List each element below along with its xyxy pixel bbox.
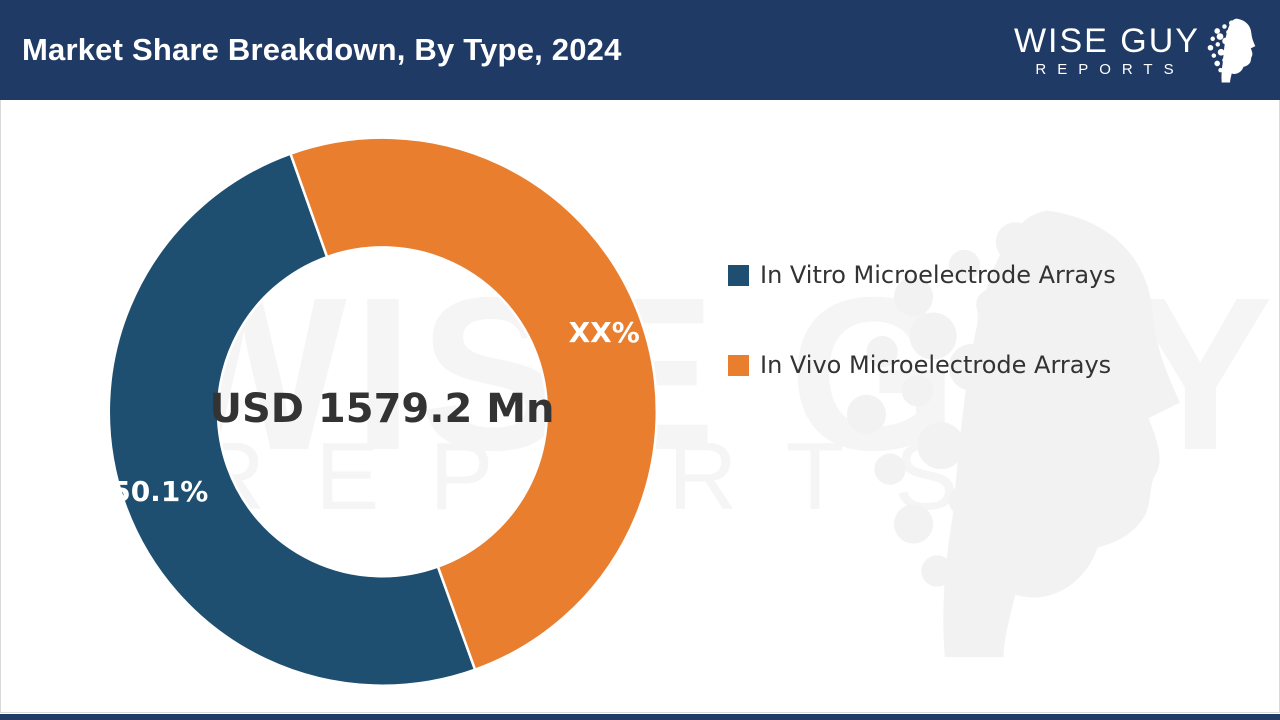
- legend-label-in-vitro: In Vitro Microelectrode Arrays: [760, 261, 1116, 289]
- legend-label-in-vivo: In Vivo Microelectrode Arrays: [760, 351, 1112, 379]
- legend-item-in-vitro[interactable]: In Vitro Microelectrode Arrays: [728, 261, 1116, 289]
- legend-swatch-in-vivo: [728, 354, 749, 376]
- legend-swatch-in-vitro: [728, 264, 749, 286]
- donut-center-value: USD 1579.2 Mn: [209, 386, 555, 432]
- pie-slice-1[interactable]: [289, 136, 659, 671]
- logo-text: WISE GUY REPORTS: [1014, 24, 1200, 77]
- chart-legend: In Vitro Microelectrode Arrays In Vivo M…: [728, 261, 1116, 441]
- legend-item-in-vivo[interactable]: In Vivo Microelectrode Arrays: [728, 351, 1116, 379]
- header-bar: Market Share Breakdown, By Type, 2024 WI…: [0, 0, 1280, 100]
- logo-wordmark: WISE GUY: [1013, 21, 1200, 60]
- wise-guy-logo: WISE GUY REPORTS: [1014, 10, 1262, 90]
- logo-head-icon: [1206, 10, 1262, 90]
- page-title: Market Share Breakdown, By Type, 2024: [22, 32, 622, 67]
- footer-bar: [0, 714, 1280, 720]
- pie-slice-0[interactable]: [107, 152, 477, 687]
- logo-subtitle: REPORTS: [1035, 60, 1185, 78]
